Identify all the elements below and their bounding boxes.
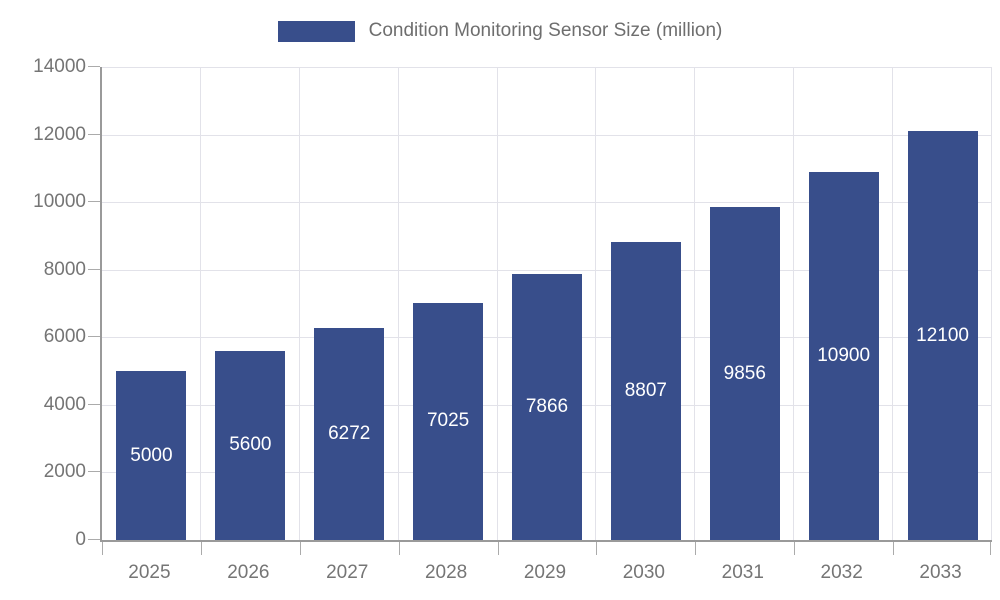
x-tick-label: 2031 (721, 562, 764, 583)
x-tick-mark (299, 542, 301, 555)
plot-area: 5000 5600 6272 7025 7866 8807 9856 10900 12100 (88, 66, 992, 555)
y-tick-mark (88, 268, 100, 270)
x-gridline (991, 67, 992, 540)
x-tick-mark (695, 542, 697, 555)
y-tick-label: 14000 (33, 56, 86, 77)
bar-2033: 12100 (907, 131, 978, 540)
bar-2032: 10900 (808, 171, 879, 540)
y-tick-mark (88, 66, 100, 67)
bar-value-label: 5000 (130, 444, 173, 466)
x-tick-mark (102, 542, 103, 555)
bar-2029: 7866 (512, 274, 582, 540)
x-tick-mark (596, 542, 598, 555)
y-tick-mark (88, 471, 100, 473)
y-tick-mark (88, 133, 100, 135)
y-tick-mark (88, 336, 100, 338)
x-axis-labels: 2025 2026 2027 2028 2029 2030 2031 2032 2033 (100, 559, 990, 589)
y-tick-label: 0 (75, 529, 86, 550)
x-tick-mark (398, 542, 400, 555)
y-tick-label: 6000 (43, 326, 86, 348)
bar-value-label: 6272 (328, 423, 371, 445)
y-tick-mark (88, 201, 100, 203)
y-gridline (102, 202, 992, 204)
x-tick-label: 2032 (820, 562, 863, 583)
bar-value-label: 12100 (916, 324, 969, 346)
bar-2031: 9856 (709, 207, 780, 540)
y-axis-labels: 0 2000 4000 6000 8000 10000 12000 14000 (0, 56, 86, 550)
x-gridline (199, 67, 201, 540)
y-tick-label: 4000 (43, 393, 86, 415)
x-tick-mark (893, 542, 895, 555)
x-tick-label: 2030 (622, 562, 666, 583)
x-gridline (793, 67, 795, 540)
y-gridline (102, 67, 992, 68)
x-tick-label: 2027 (326, 562, 369, 583)
legend-swatch-icon (277, 20, 355, 42)
legend-series-label: Condition Monitoring Sensor Size (millio… (368, 20, 723, 41)
x-tick-mark (990, 542, 991, 555)
y-gridline (102, 269, 992, 271)
bar-2028: 7025 (413, 302, 484, 540)
bar-2027: 6272 (314, 328, 385, 540)
x-gridline (892, 67, 894, 540)
x-tick-label: 2033 (919, 562, 962, 583)
bar-2025: 5000 (116, 371, 187, 540)
y-tick-mark (88, 403, 100, 405)
x-gridline (298, 67, 300, 540)
bar-value-label: 8807 (624, 380, 668, 402)
bar-value-label: 10900 (817, 344, 871, 366)
bar-2026: 5600 (215, 350, 286, 540)
bar-value-label: 7025 (426, 410, 470, 432)
bar-value-label: 9856 (723, 362, 766, 384)
y-tick-label: 12000 (33, 123, 86, 145)
y-tick-mark (88, 539, 100, 540)
x-tick-label: 2028 (424, 562, 468, 583)
x-tick-mark (200, 542, 202, 555)
y-tick-label: 10000 (33, 191, 86, 213)
x-tick-mark (794, 542, 796, 555)
x-tick-label: 2029 (523, 562, 567, 583)
x-gridline (595, 67, 597, 540)
y-tick-label: 2000 (43, 461, 86, 483)
x-tick-label: 2026 (227, 562, 270, 583)
x-gridline (496, 67, 498, 540)
x-tick-label: 2025 (128, 562, 171, 583)
x-gridline (694, 67, 696, 540)
legend[interactable]: Condition Monitoring Sensor Size (millio… (0, 18, 1000, 44)
x-tick-mark (497, 542, 499, 555)
bar-2030: 8807 (610, 242, 681, 540)
bar-value-label: 5600 (229, 434, 272, 456)
y-tick-label: 8000 (43, 258, 86, 280)
x-gridline (397, 67, 399, 540)
y-gridline (102, 134, 992, 136)
bar-value-label: 7866 (525, 396, 569, 418)
